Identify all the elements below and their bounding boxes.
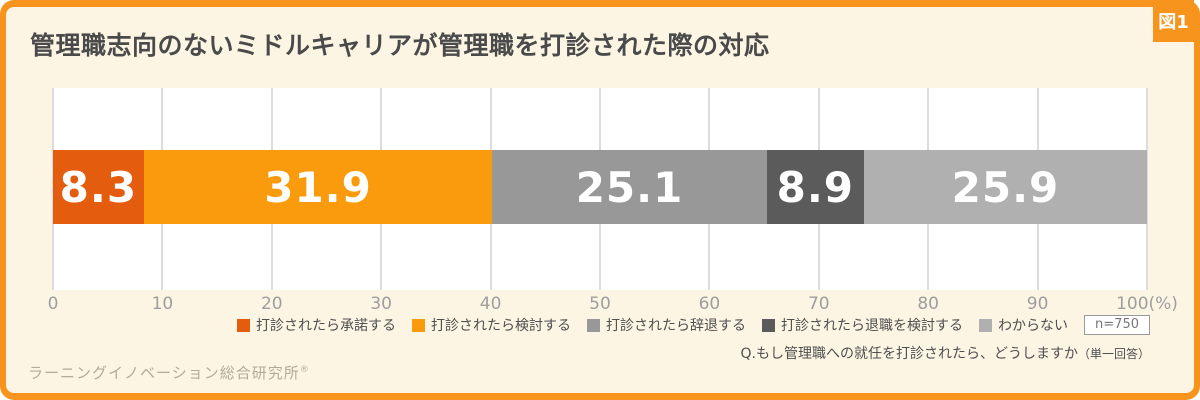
x-tick-label: 90: [1026, 294, 1049, 314]
x-tick-label: 70: [807, 294, 830, 314]
legend-label: 打診されたら辞退する: [606, 318, 747, 334]
x-tick-label: 100(%): [1116, 294, 1178, 314]
legend-swatch: [762, 318, 776, 332]
chart-title: 管理職志向のないミドルキャリアが管理職を打診された際の対応: [30, 31, 770, 60]
bar-segment: 8.3: [53, 150, 144, 224]
x-tick-label: 40: [479, 294, 502, 314]
figure-number-badge: 図1: [1153, 0, 1194, 42]
legend-item: 打診されたら退職を検討する: [762, 315, 963, 335]
registered-trademark-icon: ®: [299, 365, 310, 375]
legend-row: 打診されたら承諾する 打診されたら検討する 打診されたら辞退する 打診されたら退職を検…: [237, 315, 1150, 335]
legend-label: 打診されたら承諾する: [256, 318, 397, 334]
bar-segment: 25.1: [492, 150, 767, 224]
legend-item: 打診されたら検討する: [412, 315, 571, 335]
bar-segment: 31.9: [143, 150, 493, 224]
x-tick-label: 50: [589, 294, 611, 314]
x-tick-label: 80: [917, 294, 940, 314]
bar-segment-value: 31.9: [264, 162, 372, 212]
gridline: [1146, 88, 1148, 290]
question-note-text: Q.もし管理職への就任を打診されたら、どうしますか: [740, 346, 1078, 362]
legend-label: 打診されたら検討する: [431, 318, 572, 334]
x-tick-label: 10: [151, 294, 174, 314]
source-credit-text: ラーニングイノベーション総合研究所: [28, 364, 300, 382]
legend-swatch: [587, 318, 601, 332]
question-note: Q.もし管理職への就任を打診されたら、どうしますか（単一回答）: [741, 343, 1150, 363]
legend-swatch: [412, 318, 426, 332]
stacked-bar: 8.3 31.9 25.1 8.9 25.9: [53, 150, 1147, 224]
legend-label: わからない: [998, 318, 1069, 334]
legend-swatch: [237, 318, 251, 332]
x-tick-label: 20: [260, 294, 283, 314]
bar-segment: 25.9: [863, 150, 1147, 224]
x-tick-label: 30: [370, 294, 393, 314]
figure-number-label: 図1: [1158, 12, 1189, 33]
source-credit: ラーニングイノベーション総合研究所®: [28, 362, 310, 383]
x-tick-label: 60: [698, 294, 721, 314]
bar-segment: 8.9: [766, 150, 864, 224]
bar-segment-value: 8.9: [776, 162, 854, 212]
legend-label: 打診されたら退職を検討する: [781, 318, 964, 334]
bar-segment-value: 25.9: [951, 162, 1060, 212]
bar-segment-value: 25.1: [575, 162, 684, 212]
legend-item: わからない: [979, 315, 1068, 335]
plot-area: 8.3 31.9 25.1 8.9 25.9: [52, 88, 1148, 290]
legend-swatch: [979, 318, 993, 332]
question-note-suffix: （単一回答）: [1077, 347, 1150, 361]
x-tick-label: 0: [47, 294, 59, 314]
bar-segment-value: 8.3: [59, 162, 138, 212]
legend-item: 打診されたら辞退する: [587, 315, 746, 335]
x-axis: 0 10 20 30 40 50 60 70 80 90 100(%): [48, 294, 1178, 316]
sample-size-badge: n=750: [1084, 315, 1150, 335]
legend-item: 打診されたら承諾する: [237, 315, 396, 335]
legend: 打診されたら承諾する 打診されたら検討する 打診されたら辞退する 打診されたら退職を検…: [237, 315, 1068, 335]
